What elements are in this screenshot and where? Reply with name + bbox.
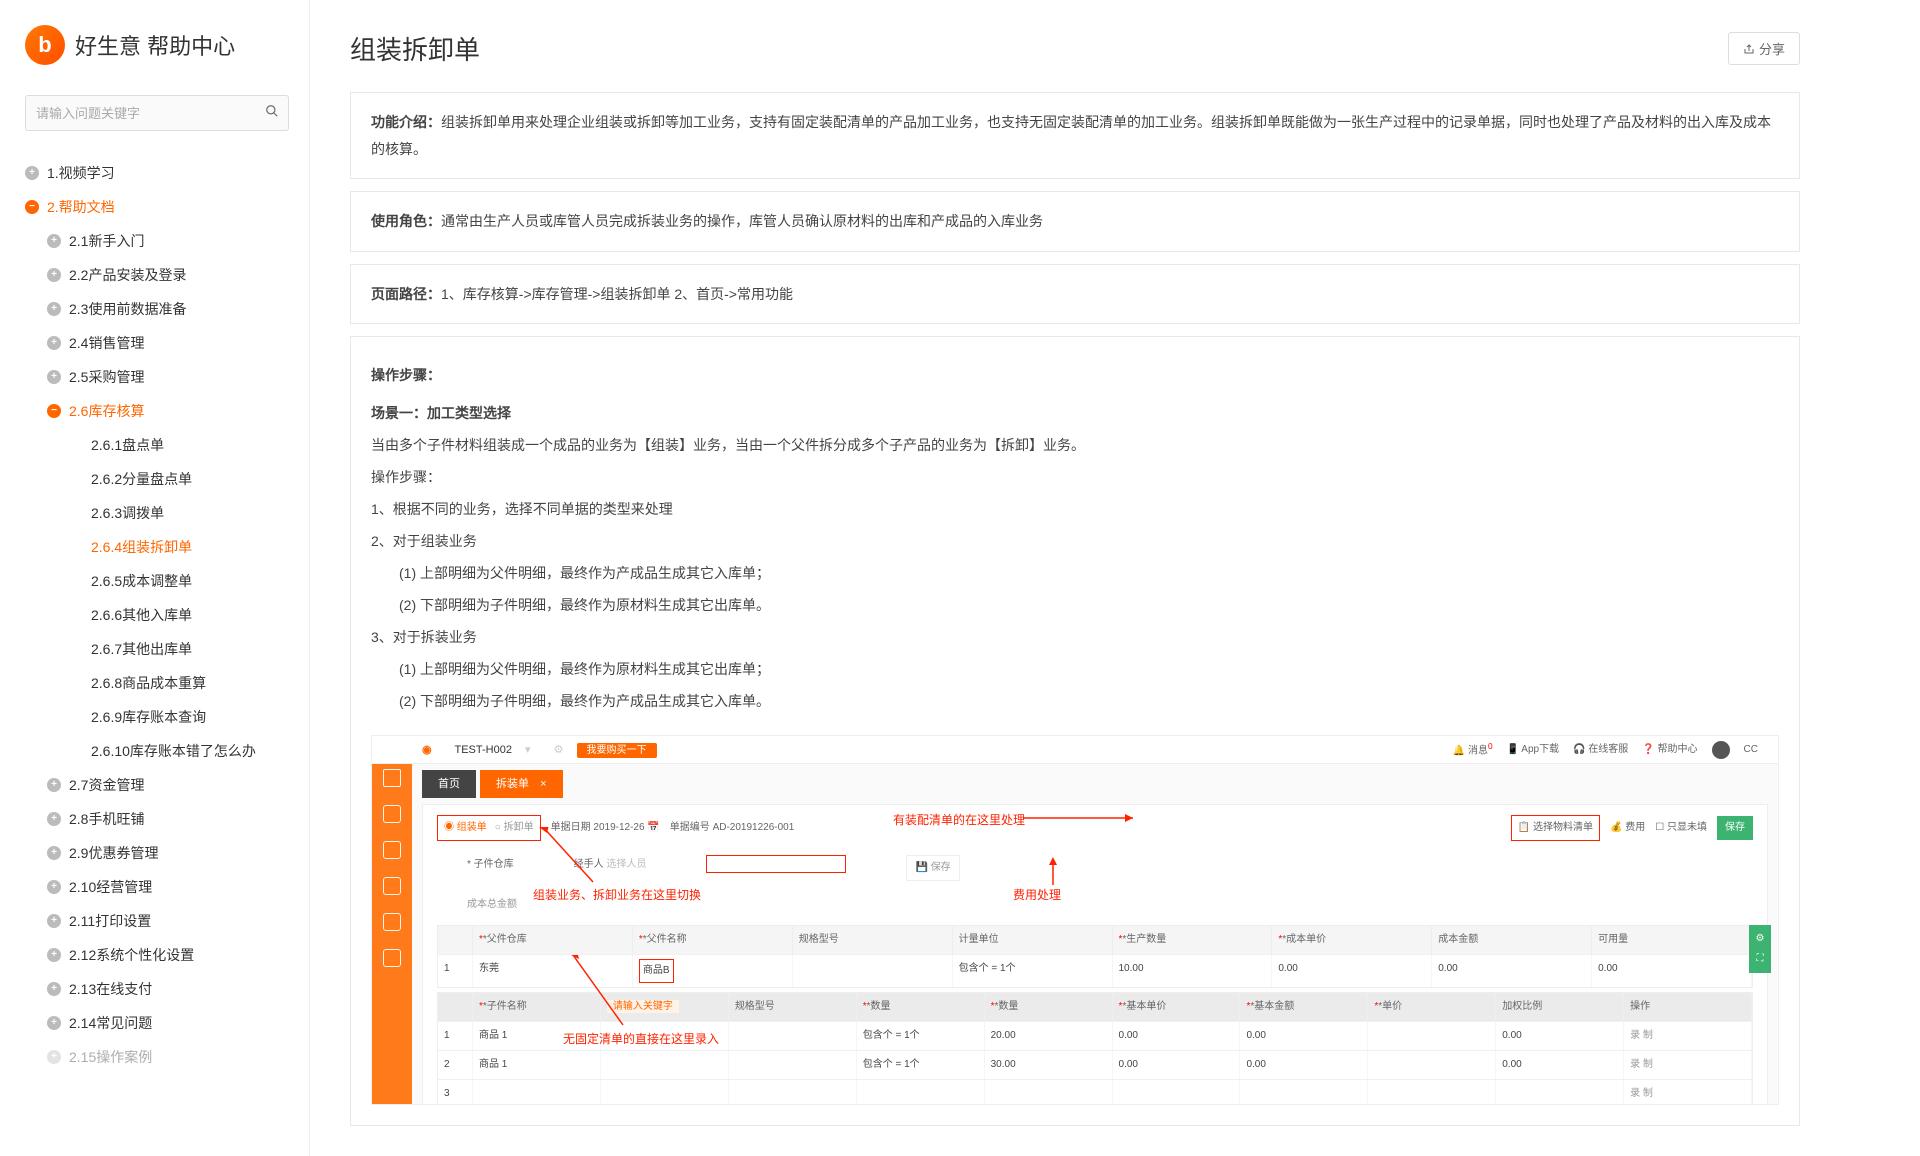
plus-icon bbox=[47, 948, 61, 962]
nav-item-video[interactable]: 1.视频学习 bbox=[25, 156, 289, 190]
table-row: 1商品 1包含个 = 1个20.000.000.000.00录 制 bbox=[438, 1021, 1752, 1050]
plus-icon bbox=[47, 1016, 61, 1030]
search-icon[interactable] bbox=[265, 104, 279, 122]
nav-leaf-2-6-5[interactable]: 2.6.5成本调整单 bbox=[91, 564, 289, 598]
nav-tree: 1.视频学习 2.帮助文档 2.1新手入门 2.2产品安装及登录 2.3使用前数… bbox=[25, 156, 289, 1074]
nav-item-2-4[interactable]: 2.4销售管理 bbox=[47, 326, 289, 360]
nav-item-2-8[interactable]: 2.8手机旺铺 bbox=[47, 802, 289, 836]
site-title: 好生意 帮助中心 bbox=[75, 29, 235, 61]
nav-item-2-3[interactable]: 2.3使用前数据准备 bbox=[47, 292, 289, 326]
plus-icon bbox=[25, 166, 39, 180]
nav-item-docs[interactable]: 2.帮助文档 bbox=[25, 190, 289, 224]
nav-item-2-9[interactable]: 2.9优惠券管理 bbox=[47, 836, 289, 870]
sidebar: b 好生意 帮助中心 1.视频学习 2.帮助文档 2.1新手入门 2.2产品安装… bbox=[0, 0, 310, 1156]
nav-leaf-2-6-8[interactable]: 2.6.8商品成本重算 bbox=[91, 666, 289, 700]
nav-item-2-1[interactable]: 2.1新手入门 bbox=[47, 224, 289, 258]
minus-icon bbox=[47, 404, 61, 418]
nav-item-2-13[interactable]: 2.13在线支付 bbox=[47, 972, 289, 1006]
nav-item-2-10[interactable]: 2.10经营管理 bbox=[47, 870, 289, 904]
plus-icon bbox=[47, 914, 61, 928]
nav-leaf-2-6-4[interactable]: 2.6.4组装拆卸单 bbox=[91, 530, 289, 564]
nav-icon bbox=[383, 877, 401, 895]
nav-item-2-12[interactable]: 2.12系统个性化设置 bbox=[47, 938, 289, 972]
share-button[interactable]: 分享 bbox=[1728, 32, 1800, 65]
plus-icon bbox=[47, 1050, 61, 1064]
nav-icon bbox=[383, 913, 401, 931]
nav-item-2-11[interactable]: 2.11打印设置 bbox=[47, 904, 289, 938]
role-box: 使用角色：通常由生产人员或库管人员完成拆装业务的操作，库管人员确认原材料的出库和… bbox=[350, 191, 1800, 252]
fig-bom-button: 📋 选择物料清单 bbox=[1511, 815, 1600, 841]
nav-leaf-2-6-7[interactable]: 2.6.7其他出库单 bbox=[91, 632, 289, 666]
fig-remark-input bbox=[706, 855, 846, 873]
nav-item-2-15[interactable]: 2.15操作案例 bbox=[47, 1040, 289, 1074]
share-icon bbox=[1743, 43, 1755, 55]
nav-icon bbox=[383, 805, 401, 823]
plus-icon bbox=[47, 370, 61, 384]
table-row: 2商品 1包含个 = 1个30.000.000.000.00录 制 bbox=[438, 1050, 1752, 1079]
path-box: 页面路径：1、库存核算->库存管理->组装拆卸单 2、首页->常用功能 bbox=[350, 264, 1800, 325]
nav-leaf-2-6-3[interactable]: 2.6.3调拨单 bbox=[91, 496, 289, 530]
plus-icon bbox=[47, 778, 61, 792]
intro-box: 功能介绍：组装拆卸单用来处理企业组装或拆卸等加工业务，支持有固定装配清单的产品加… bbox=[350, 92, 1800, 179]
search-box bbox=[25, 95, 289, 131]
nav-icon bbox=[383, 841, 401, 859]
fig-tab-current: 拆装单 × bbox=[480, 770, 563, 798]
fig-table-child: **子件名称 请输入关键字 规格型号 **数量 **数量 **基本单价 **基本… bbox=[437, 992, 1753, 1105]
nav-leaf-2-6-10[interactable]: 2.6.10库存账本错了怎么办 bbox=[91, 734, 289, 768]
logo-icon: b bbox=[25, 25, 65, 65]
minus-icon bbox=[25, 200, 39, 214]
plus-icon bbox=[47, 880, 61, 894]
plus-icon bbox=[47, 812, 61, 826]
search-input[interactable] bbox=[25, 95, 289, 131]
nav-item-2-6[interactable]: 2.6库存核算 bbox=[47, 394, 289, 428]
fig-radio-group: ◉ 组装单 ○ 拆卸单 bbox=[437, 815, 541, 841]
screenshot-figure: ◉ TEST-H002 ▾ ⚙ 我要购买一下 🔔 消息0 📱 App下载 🎧 在… bbox=[371, 735, 1779, 1105]
plus-icon bbox=[47, 268, 61, 282]
logo-row: b 好生意 帮助中心 bbox=[25, 25, 289, 65]
nav-icon bbox=[383, 949, 401, 967]
table-row: 3录 制 bbox=[438, 1079, 1752, 1105]
fig-table-parent: **父件仓库 **父件名称 规格型号 计量单位 **生产数量 **成本单价 成本… bbox=[437, 925, 1753, 988]
nav-leaf-2-6-6[interactable]: 2.6.6其他入库单 bbox=[91, 598, 289, 632]
fig-topbar: ◉ TEST-H002 ▾ ⚙ 我要购买一下 🔔 消息0 📱 App下载 🎧 在… bbox=[372, 736, 1778, 764]
nav-item-2-14[interactable]: 2.14常见问题 bbox=[47, 1006, 289, 1040]
nav-leaf-2-6-9[interactable]: 2.6.9库存账本查询 bbox=[91, 700, 289, 734]
nav-item-2-7[interactable]: 2.7资金管理 bbox=[47, 768, 289, 802]
page-title: 组装拆卸单 bbox=[350, 30, 480, 67]
steps-box: 操作步骤： 场景一：加工类型选择 当由多个子件材料组装成一个成品的业务为【组装】… bbox=[350, 336, 1800, 1126]
nav-item-2-5[interactable]: 2.5采购管理 bbox=[47, 360, 289, 394]
plus-icon bbox=[47, 846, 61, 860]
plus-icon bbox=[47, 302, 61, 316]
plus-icon bbox=[47, 336, 61, 350]
fig-tab-home: 首页 bbox=[422, 770, 476, 798]
plus-icon bbox=[47, 234, 61, 248]
fig-save-button: 保存 bbox=[1717, 816, 1753, 840]
fig-sidebar bbox=[372, 764, 412, 1104]
fig-float-panel: ⚙⛶ bbox=[1749, 925, 1771, 973]
plus-icon bbox=[47, 982, 61, 996]
main-content: 组装拆卸单 分享 功能介绍：组装拆卸单用来处理企业组装或拆卸等加工业务，支持有固… bbox=[310, 0, 1840, 1156]
nav-leaf-2-6-1[interactable]: 2.6.1盘点单 bbox=[91, 428, 289, 462]
nav-item-2-2[interactable]: 2.2产品安装及登录 bbox=[47, 258, 289, 292]
home-icon bbox=[383, 769, 401, 787]
avatar-icon bbox=[1712, 741, 1730, 759]
nav-leaf-2-6-2[interactable]: 2.6.2分量盘点单 bbox=[91, 462, 289, 496]
fig-buy-button: 我要购买一下 bbox=[577, 743, 657, 758]
